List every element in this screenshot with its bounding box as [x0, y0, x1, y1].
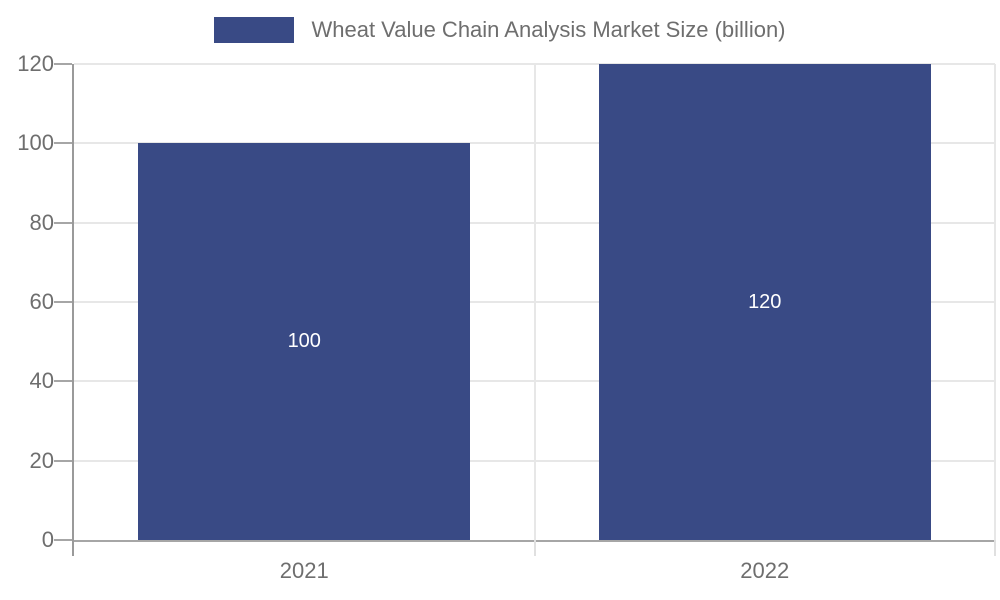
x-axis-label: 2021	[279, 558, 329, 583]
legend-swatch-icon	[214, 17, 295, 43]
bar-value-label: 120	[748, 290, 782, 313]
y-axis-tick-label: 0	[41, 527, 54, 552]
y-axis-tick	[54, 301, 72, 303]
y-axis-tick	[54, 380, 72, 383]
plot-area: 0 20 40 60 80 100 120 100 2021 120 2022	[17, 51, 996, 583]
y-axis-tick-label: 40	[29, 368, 54, 394]
x-axis-tick	[72, 540, 74, 556]
gridline-vertical	[994, 64, 996, 540]
bar-2021: 100	[138, 143, 471, 540]
y-axis-tick	[54, 63, 72, 65]
y-axis-tick	[54, 459, 72, 462]
bar-2022: 120	[598, 64, 931, 540]
y-axis-tick	[54, 221, 72, 224]
gridline-vertical	[533, 64, 536, 540]
x-axis-tick	[994, 540, 996, 556]
legend-label: Wheat Value Chain Analysis Market Size (…	[311, 17, 786, 42]
bar-value-label: 100	[287, 330, 321, 353]
y-axis-tick-label: 100	[17, 130, 54, 156]
legend: Wheat Value Chain Analysis Market Size (…	[0, 17, 1000, 43]
y-axis-tick-label: 60	[29, 289, 54, 314]
y-axis-tick-label: 20	[29, 447, 54, 473]
y-axis-tick	[54, 142, 72, 145]
x-axis-label: 2022	[740, 558, 790, 583]
y-axis-tick-label: 80	[29, 209, 54, 235]
x-axis-tick	[533, 540, 536, 556]
y-axis-tick-label: 120	[17, 51, 54, 76]
y-axis-tick	[54, 539, 72, 541]
